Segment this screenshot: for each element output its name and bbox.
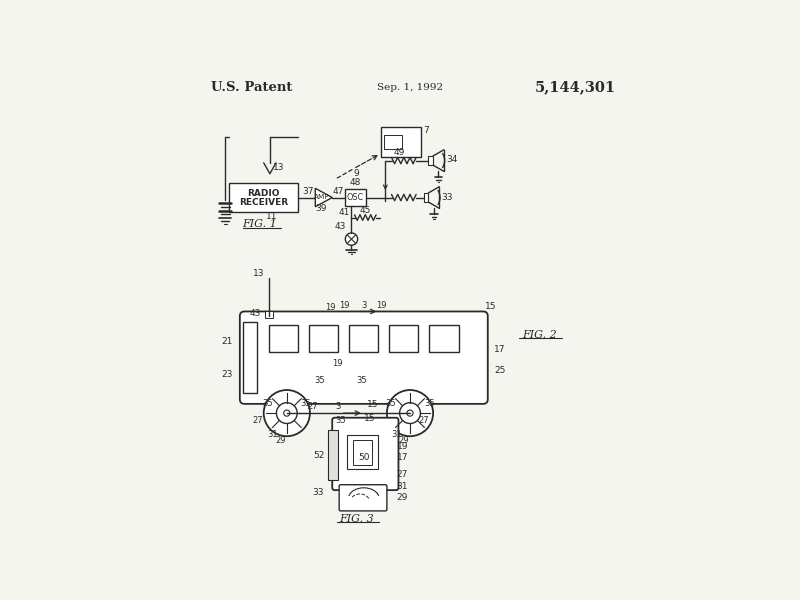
Text: 27: 27 [308,403,318,412]
Text: 13: 13 [274,163,285,172]
Text: 49: 49 [394,148,405,157]
Text: 33: 33 [312,488,323,497]
Text: 39: 39 [316,204,327,213]
Text: 15: 15 [485,302,497,311]
Text: 45: 45 [360,206,371,215]
Text: FIG. 3: FIG. 3 [338,514,374,524]
Text: 43: 43 [334,222,346,231]
Text: 19: 19 [326,303,336,312]
Text: 27: 27 [252,416,263,425]
Bar [309,325,338,352]
Text: 43: 43 [250,308,261,317]
Text: AMP: AMP [314,194,330,200]
Text: 35: 35 [356,376,367,385]
Bar [229,183,298,212]
Text: 31: 31 [391,430,402,439]
Text: 29: 29 [398,436,409,445]
Bar [349,325,378,352]
Text: 13: 13 [253,269,264,278]
Text: 21: 21 [222,337,233,346]
Text: 35: 35 [386,400,396,409]
Text: FIG. 1: FIG. 1 [242,220,278,229]
Bar [381,127,421,157]
Bar [269,325,298,352]
Circle shape [284,410,290,416]
Text: 33: 33 [442,193,453,202]
Text: 19: 19 [376,301,386,310]
Text: 3: 3 [336,401,341,410]
Text: 27: 27 [418,416,429,425]
Text: 35: 35 [314,376,326,385]
Circle shape [407,410,413,416]
Bar [345,189,366,206]
Text: 31: 31 [268,430,278,439]
Text: 35: 35 [335,416,346,425]
Text: 35: 35 [424,400,434,409]
Text: 9: 9 [354,169,359,178]
Text: 15: 15 [364,414,376,423]
Bar [243,322,257,393]
Text: 17: 17 [397,452,408,461]
Text: 31: 31 [397,482,408,491]
Text: RECEIVER: RECEIVER [239,198,288,207]
Bar [429,156,433,165]
Text: 3: 3 [361,301,366,310]
Text: 52: 52 [314,451,325,460]
Text: 19: 19 [397,442,408,451]
Circle shape [400,403,420,424]
Text: 47: 47 [333,187,344,196]
Text: 11: 11 [266,212,277,221]
Circle shape [346,233,358,245]
Text: 15: 15 [367,400,378,409]
Text: 19: 19 [332,359,342,368]
Text: 29: 29 [275,436,286,445]
Text: 19: 19 [339,301,350,310]
Bar [266,311,273,317]
Text: OSC: OSC [346,193,364,202]
Text: Sep. 1, 1992: Sep. 1, 1992 [377,83,443,92]
Text: 34: 34 [446,155,458,164]
Text: 41: 41 [338,208,350,217]
Circle shape [277,403,297,424]
Text: 27: 27 [397,470,408,479]
Polygon shape [315,188,332,207]
Bar [328,430,338,480]
Text: U.S. Patent: U.S. Patent [211,81,293,94]
Text: 5,144,301: 5,144,301 [535,80,616,94]
Text: 25: 25 [494,365,506,374]
Text: 7: 7 [423,126,429,135]
Text: 50: 50 [358,452,370,461]
Text: FIG. 2: FIG. 2 [522,331,557,340]
FancyBboxPatch shape [240,311,488,404]
Bar [353,440,371,464]
Text: 37: 37 [302,187,314,196]
Bar [384,135,402,149]
Text: RADIO: RADIO [247,190,280,199]
Text: 48: 48 [350,178,361,187]
Text: 35: 35 [301,400,311,409]
Bar [347,436,378,469]
Bar [430,325,458,352]
FancyBboxPatch shape [332,418,398,490]
Circle shape [264,390,310,436]
Text: 29: 29 [397,493,408,502]
Text: 23: 23 [222,370,233,379]
FancyBboxPatch shape [339,485,387,511]
Bar [390,325,418,352]
Circle shape [387,390,433,436]
Text: 17: 17 [494,345,506,354]
Bar [424,193,429,202]
Text: 35: 35 [262,400,273,409]
